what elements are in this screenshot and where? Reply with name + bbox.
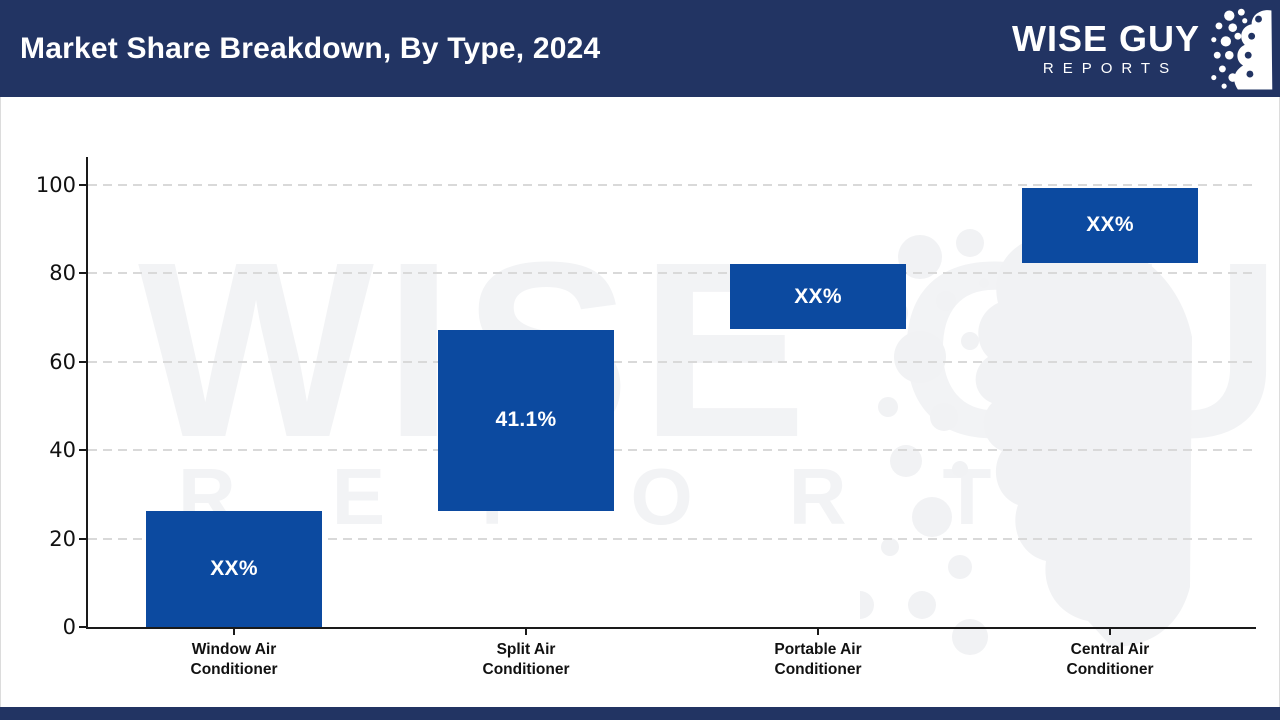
y-tick-label: 80 [49,261,76,286]
brand-face-icon [1211,8,1273,90]
bar-segment: XX% [730,264,906,330]
footer-bar [0,707,1280,720]
x-axis-line [86,627,1256,629]
bar-value-label: XX% [794,284,842,308]
y-tick-label: 40 [49,438,76,463]
page-title: Market Share Breakdown, By Type, 2024 [20,31,601,65]
watermark-layer: WISE GUY REPORTS [0,97,1280,707]
y-tick-mark [79,184,87,186]
y-tick-label: 100 [35,173,76,197]
x-tick-mark [1109,627,1111,635]
brand-name: WISE GUY [1011,18,1200,59]
bar-value-label: 41.1% [495,408,557,432]
bar-segment: 41.1% [438,329,614,512]
bar-segment: XX% [1022,188,1198,263]
category-label: Window Air Conditioner [124,640,344,680]
category-label-line: Conditioner [1066,661,1154,678]
y-tick-mark [79,449,87,452]
brand-subtitle: REPORTS [1042,60,1179,77]
gridline [88,537,1256,540]
bar-value-label: XX% [1086,213,1134,237]
y-tick-label: 60 [49,349,76,374]
category-label: Portable Air Conditioner [708,640,928,680]
left-border [0,97,1,707]
category-label-line: Conditioner [774,661,862,678]
category-label: Central Air Conditioner [1000,640,1220,680]
gridline [88,184,1256,186]
gridline [88,449,1256,452]
bar-value-label: XX% [210,557,258,581]
gridline [88,272,1256,275]
gridline [88,360,1256,363]
brand-logo: WISE GUY REPORTS [1002,6,1273,94]
y-tick-mark [79,626,87,628]
x-tick-mark [817,627,819,635]
x-tick-mark [233,627,235,635]
brand-logo-text: WISE GUY REPORTS [1012,20,1200,78]
y-tick-mark [79,537,87,540]
y-tick-label: 0 [62,615,76,639]
category-label-line: Window Air [191,641,277,658]
watermark-reports-text: REPORTS [178,452,1237,541]
y-axis-line [86,157,88,628]
category-label: Split Air Conditioner [416,640,636,680]
category-label-line: Portable Air [774,641,862,658]
category-label-line: Central Air [1070,641,1150,658]
category-label-line: Split Air [496,641,556,658]
y-tick-label: 20 [49,526,76,551]
bar-segment: XX% [146,511,322,627]
category-label-line: Conditioner [190,661,278,678]
category-label-line: Conditioner [482,661,570,678]
y-tick-mark [79,272,87,275]
x-tick-mark [525,627,527,635]
header-banner: Market Share Breakdown, By Type, 2024 WI… [0,0,1280,97]
y-tick-mark [79,360,87,363]
